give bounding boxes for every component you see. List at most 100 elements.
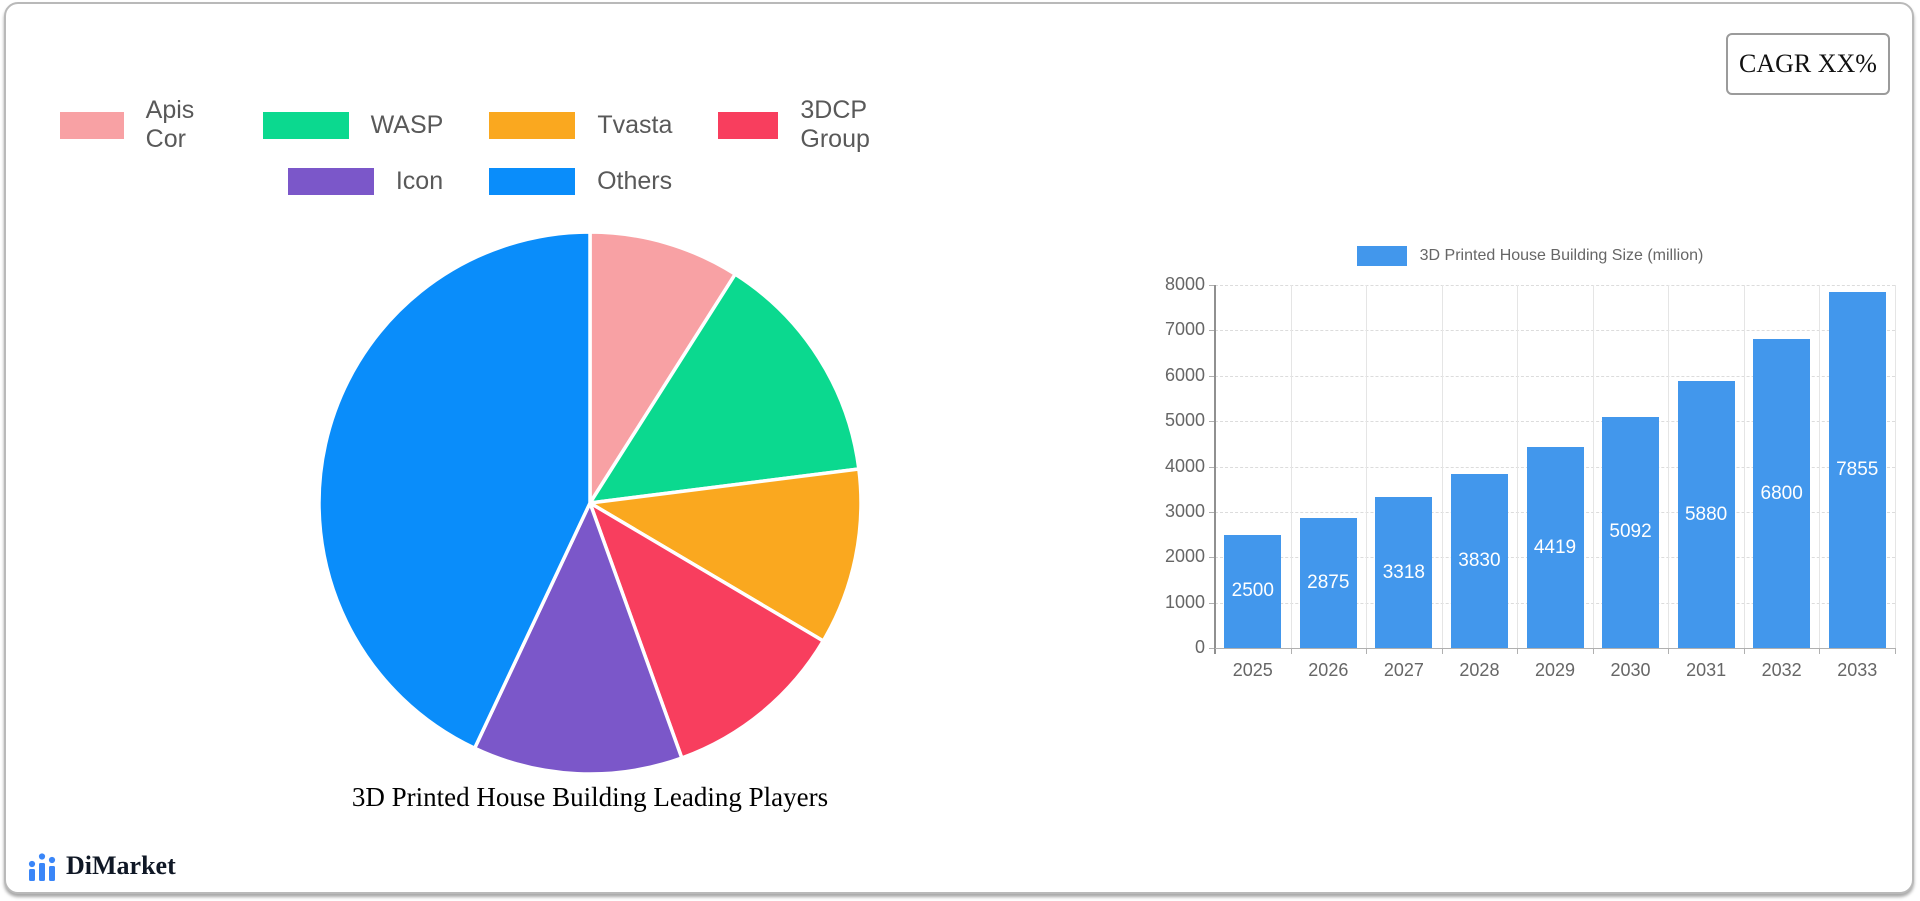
canvas-frame [4,2,1914,894]
bar-value-2025: 2500 [1231,580,1274,602]
gridline-x-1 [1290,285,1292,648]
pie-legend-row-2: Icon Others [60,167,900,196]
brand-name: DiMarket [66,851,176,880]
x-axis-label-2029: 2029 [1534,660,1576,680]
cagr-badge: CAGR XX% [1726,33,1890,95]
bar-value-2028: 3830 [1458,550,1501,572]
xtick-5 [1592,648,1594,654]
gridline-x-6 [1668,285,1670,648]
xtick-7 [1743,648,1745,654]
pie-title: 3D Printed House Building Leading Player… [351,782,829,812]
bar-2028 [1450,474,1508,648]
ytick-1000 [1209,602,1215,604]
bar-value-2026: 2875 [1307,571,1350,593]
gridline-x-3 [1441,285,1443,648]
y-axis-label-3000: 3000 [1164,500,1205,521]
y-axis-label-0: 0 [1194,637,1205,657]
bar-plot: 0 1000 2000 3000 4000 5000 6000 7000 8000 2500 202… [1150,240,1910,680]
gridline-y-8000 [1215,285,1895,286]
gridline-x-7 [1743,285,1745,648]
xtick-6 [1668,648,1670,654]
y-axis-label-7000: 7000 [1164,319,1205,340]
bar-2032 [1753,339,1811,648]
x-axis-label-2026: 2026 [1308,660,1349,680]
xtick-4 [1517,648,1519,654]
bar-value-2032: 6800 [1760,482,1803,504]
bar-2025 [1224,534,1282,648]
pie-slice-apis-cor [588,230,737,505]
legend-item-wasp: WASP [262,110,444,140]
legend-swatch-icon [287,168,374,195]
bar-2027 [1375,497,1433,648]
bar-2031 [1677,381,1735,648]
y-axis-label-6000: 6000 [1164,364,1205,385]
legend-swatch-others [489,168,576,195]
legend-item-icon: Icon [287,167,444,196]
x-axis-label-2028: 2028 [1459,660,1500,680]
ytick-0 [1209,648,1215,649]
legend-item-tvasta: Tvasta [489,111,672,140]
ytick-7000 [1209,330,1215,332]
bar-value-2030: 5092 [1609,521,1652,543]
pie-slice-icon [472,501,684,776]
bar-value-2031: 5880 [1684,503,1728,525]
x-axis-label-2027: 2027 [1383,660,1424,680]
xtick-2 [1366,648,1368,654]
pie-slice-3dcp-group [588,501,826,760]
y-axis-line [1214,285,1216,654]
pie-slice-wasp [588,272,861,505]
gridline-x-9 [1895,285,1896,648]
cagr-label: CAGR XX% [1739,49,1877,78]
bar-2030 [1602,416,1660,648]
y-axis-label-8000: 8000 [1164,274,1205,294]
legend-label-apis-cor: Apis Cor [145,96,195,153]
x-axis-label-2030: 2030 [1610,660,1651,680]
x-axis-label-2031: 2031 [1686,660,1727,680]
xtick-9 [1895,648,1896,654]
gridline-y-5000 [1215,421,1895,423]
bar-legend: 3D Printed House Building Size (million) [1150,246,1910,266]
legend-label-3dcp-group: 3DCP Group [800,96,870,153]
ytick-4000 [1209,466,1215,468]
ytick-3000 [1209,511,1215,513]
legend-label-icon: Icon [395,167,444,195]
gridline-y-7000 [1215,330,1895,332]
xtick-8 [1819,648,1821,654]
xtick-3 [1441,648,1443,654]
xtick-1 [1290,648,1292,654]
gridline-x-4 [1517,285,1519,648]
bar-2029 [1526,447,1584,648]
gridline-x-2 [1366,285,1368,648]
legend-item-3dcp-group: 3DCP Group [718,96,900,154]
pie-slice-tvasta [588,467,863,643]
legend-label-others: Others [597,167,673,195]
gridline-x-8 [1819,285,1821,648]
legend-label-wasp: WASP [370,110,444,139]
ytick-2000 [1209,557,1215,559]
legend-item-others: Others [489,167,672,196]
bar-2026 [1299,517,1357,648]
bar-2033 [1828,291,1886,648]
pie-chart [317,230,863,776]
x-axis-label-2025: 2025 [1232,660,1273,680]
bar-legend-swatch [1356,246,1407,266]
x-axis-label-2032: 2032 [1761,660,1802,680]
bar-value-2027: 3318 [1382,561,1426,583]
bar-chart: 3D Printed House Building Size (million)… [1150,240,1910,680]
pie-slice-others [317,230,592,750]
brand-logo: DiMarket [28,850,176,882]
y-axis-label-4000: 4000 [1164,455,1205,476]
pie-legend: Apis Cor WASP Tvasta 3DCP Group Icon Others [60,96,900,209]
gridline-y-6000 [1215,375,1895,377]
pie-legend-row-1: Apis Cor WASP Tvasta 3DCP Group [60,96,900,154]
y-axis-label-5000: 5000 [1164,410,1205,431]
legend-swatch-wasp [262,111,349,139]
legend-swatch-3dcp-group [718,111,779,139]
x-axis-label-2033: 2033 [1837,660,1878,680]
x-axis-line [1215,648,1895,649]
bar-value-2033: 7855 [1836,458,1879,480]
dimarket-icon [28,853,56,881]
ytick-5000 [1209,421,1215,423]
bar-legend-label: 3D Printed House Building Size (million) [1419,247,1704,264]
legend-swatch-apis-cor [60,111,124,139]
